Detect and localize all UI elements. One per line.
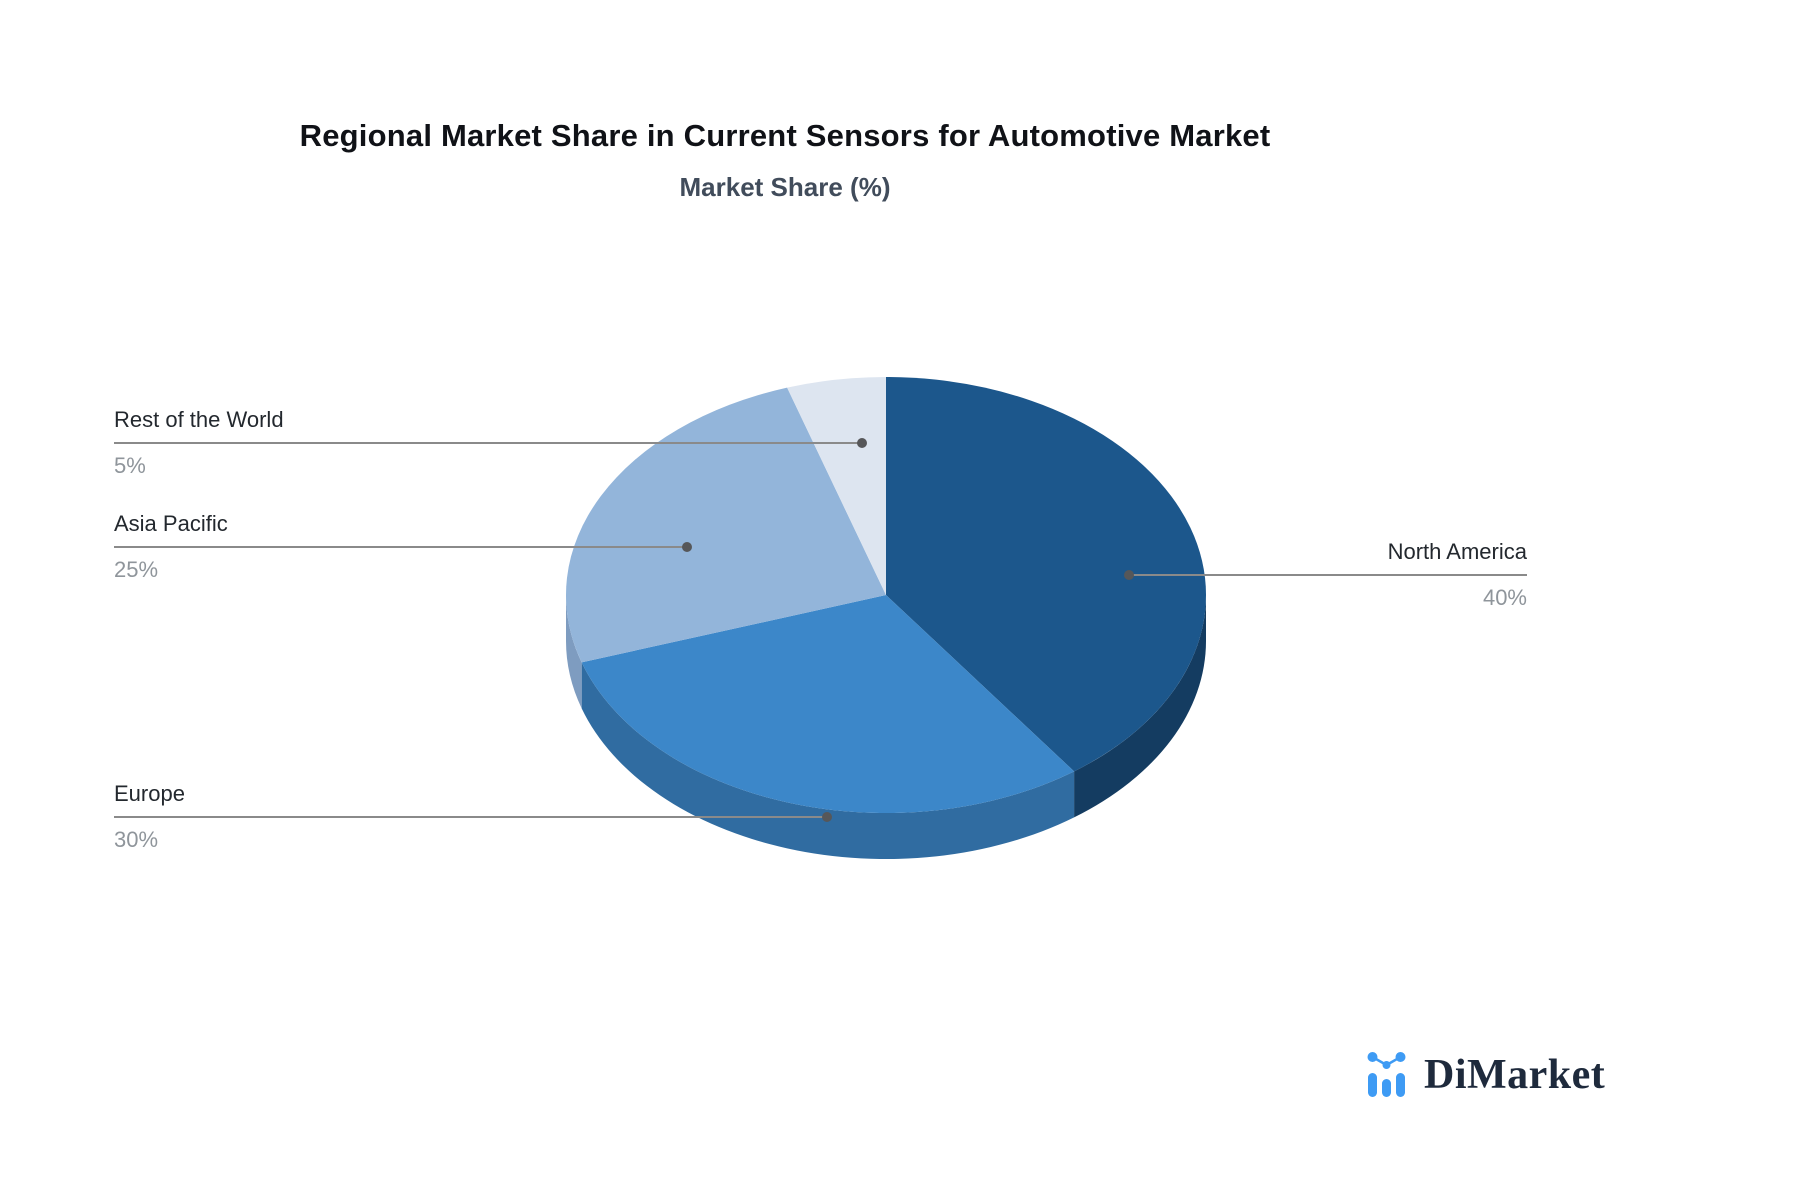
pie-slice-side-asia-pacific <box>566 595 582 709</box>
label-north-america: North America <box>1387 539 1527 564</box>
brand-logo-text: DiMarket <box>1424 1052 1606 1098</box>
leader-dot-asia-pacific <box>682 542 692 552</box>
pie-slices-group <box>565 377 1207 860</box>
chart-header: Regional Market Share in Current Sensors… <box>0 0 1570 203</box>
pie-slice-europe[interactable] <box>581 595 1075 814</box>
chart-title: Regional Market Share in Current Sensors… <box>299 118 1271 153</box>
value-north-america: 40% <box>1482 585 1527 610</box>
leader-lines-group <box>114 438 1527 822</box>
pie-slice-side-north-america <box>1074 595 1206 818</box>
pie-slice-asia-pacific[interactable] <box>565 387 886 663</box>
leader-dot-europe <box>822 812 832 822</box>
leader-dot-rest-of-world <box>857 438 867 448</box>
pie-slice-north-america[interactable] <box>886 377 1207 772</box>
value-asia-pacific: 25% <box>114 557 159 582</box>
brand-logo: DiMarket <box>1360 1040 1680 1110</box>
label-rest-of-world: Rest of the World <box>114 407 284 432</box>
pie-slice-side-europe <box>581 662 1075 860</box>
label-asia-pacific: Asia Pacific <box>114 511 228 536</box>
value-rest-of-world: 5% <box>114 453 146 478</box>
label-europe: Europe <box>114 781 185 806</box>
bar-line-chart-icon <box>1367 1052 1406 1097</box>
pie-slice-rest-of-the-world[interactable] <box>787 377 886 595</box>
leader-dot-north-america <box>1124 570 1134 580</box>
value-europe: 30% <box>114 827 159 852</box>
chart-subtitle: Market Share (%) <box>679 172 891 202</box>
